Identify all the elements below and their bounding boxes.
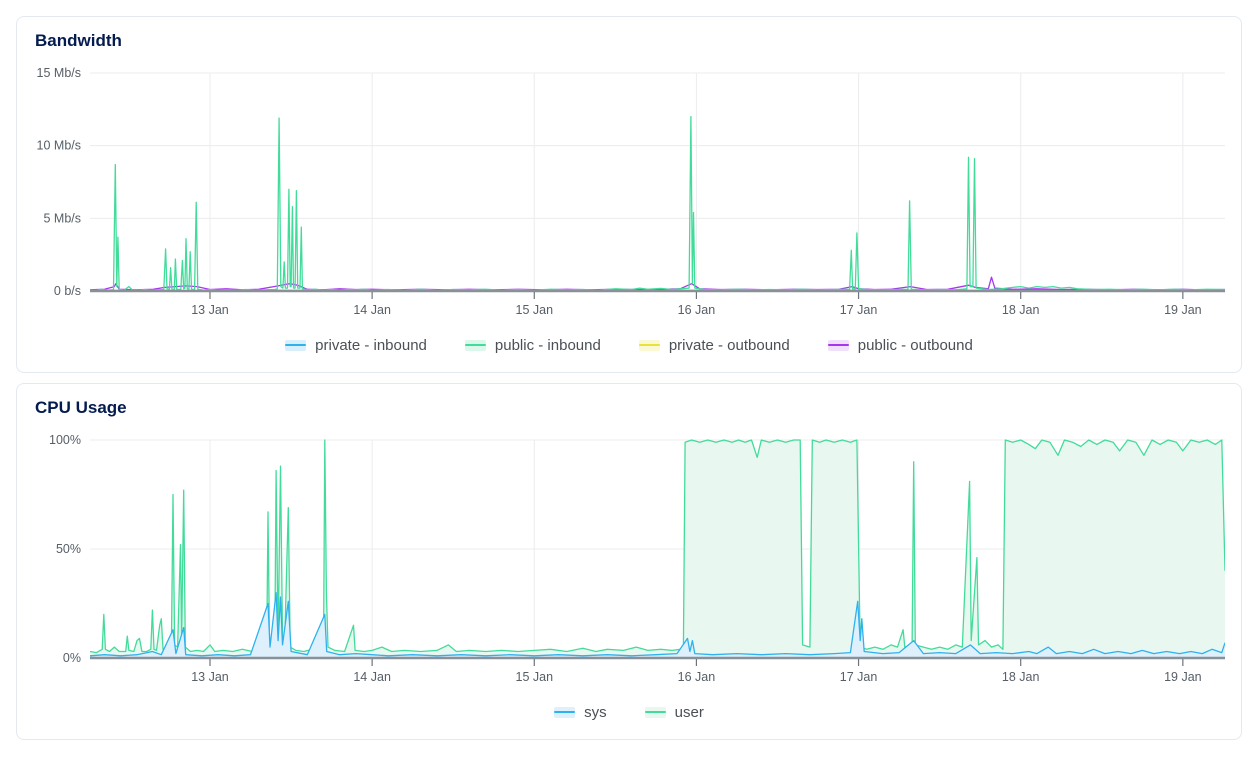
legend-label: sys (584, 704, 607, 721)
gridlines (90, 72, 1225, 291)
cpu-usage-title: CPU Usage (35, 398, 127, 417)
y-tick-labels: 100% 50% 0% (49, 433, 81, 665)
x-tick-labels: 13 Jan 14 Jan 15 Jan 16 Jan 17 Jan 18 Jan 19 J… (191, 670, 1201, 684)
legend-label: public - outbound (857, 337, 973, 354)
bandwidth-plot[interactable]: 13 Jan 14 Jan 15 Jan 16 Jan 17 Jan 18 Jan 19 J… (33, 63, 1225, 321)
svg-text:18 Jan: 18 Jan (1002, 303, 1040, 317)
bandwidth-title: Bandwidth (35, 31, 122, 50)
bandwidth-panel: Bandwidth 13 Jan 14 Jan 15 Jan 16 Jan 17 Jan… (16, 16, 1242, 373)
cpu-usage-chart[interactable]: 13 Jan 14 Jan 15 Jan 16 Jan 17 Jan 18 Jan 19 J… (33, 430, 1225, 688)
series-public-outbound (89, 276, 1225, 291)
svg-text:19 Jan: 19 Jan (1164, 303, 1202, 317)
svg-text:10 Mb/s: 10 Mb/s (37, 139, 81, 153)
legend-item-sys: sys (554, 704, 607, 721)
svg-text:0%: 0% (63, 651, 81, 665)
legend-swatch-user-icon (644, 707, 666, 718)
y-tick-labels: 15 Mb/s 10 Mb/s 5 Mb/s 0 b/s (37, 66, 81, 298)
svg-text:18 Jan: 18 Jan (1002, 670, 1040, 684)
bandwidth-chart[interactable]: 13 Jan 14 Jan 15 Jan 16 Jan 17 Jan 18 Jan 19 J… (33, 63, 1225, 321)
x-tick-labels: 13 Jan 14 Jan 15 Jan 16 Jan 17 Jan 18 Jan 19 J… (191, 303, 1201, 317)
legend-item-public-inbound: public - inbound (464, 337, 601, 354)
legend-item-user: user (644, 704, 704, 721)
svg-text:17 Jan: 17 Jan (840, 303, 878, 317)
legend-swatch-private-inbound-icon (285, 340, 307, 351)
svg-text:17 Jan: 17 Jan (840, 670, 878, 684)
legend-item-public-outbound: public - outbound (827, 337, 973, 354)
legend-swatch-private-outbound-icon (638, 340, 660, 351)
legend-item-private-outbound: private - outbound (638, 337, 790, 354)
legend-item-private-inbound: private - inbound (285, 337, 427, 354)
svg-text:16 Jan: 16 Jan (678, 303, 716, 317)
series-public-inbound (89, 115, 1225, 291)
svg-text:5 Mb/s: 5 Mb/s (43, 211, 81, 225)
svg-text:15 Jan: 15 Jan (516, 670, 554, 684)
legend-label: public - inbound (494, 337, 601, 354)
series-group (89, 439, 1225, 658)
svg-text:13 Jan: 13 Jan (191, 670, 229, 684)
cpu-usage-plot[interactable]: 13 Jan 14 Jan 15 Jan 16 Jan 17 Jan 18 Jan 19 J… (33, 430, 1225, 688)
legend-swatch-public-outbound-icon (827, 340, 849, 351)
svg-text:19 Jan: 19 Jan (1164, 670, 1202, 684)
svg-text:16 Jan: 16 Jan (678, 670, 716, 684)
legend-label: private - outbound (668, 337, 790, 354)
x-axis (90, 656, 1225, 666)
svg-text:14 Jan: 14 Jan (353, 670, 391, 684)
cpu-usage-panel: CPU Usage 13 Jan 14 Jan 15 Jan 16 Jan 17 Jan… (16, 383, 1242, 740)
svg-text:50%: 50% (56, 542, 81, 556)
legend-swatch-sys-icon (554, 707, 576, 718)
svg-text:0 b/s: 0 b/s (54, 284, 81, 298)
series-sys (89, 591, 1225, 658)
legend-label: user (674, 704, 704, 721)
legend-label: private - inbound (315, 337, 427, 354)
series-group (89, 115, 1225, 292)
svg-text:13 Jan: 13 Jan (191, 303, 229, 317)
svg-text:14 Jan: 14 Jan (353, 303, 391, 317)
x-axis (90, 289, 1225, 299)
svg-text:100%: 100% (49, 433, 81, 447)
bandwidth-legend: private - inbound public - inbound private… (33, 337, 1225, 354)
legend-swatch-public-inbound-icon (464, 340, 486, 351)
cpu-usage-legend: sys user (33, 704, 1225, 721)
series-user (89, 439, 1225, 658)
svg-text:15 Jan: 15 Jan (516, 303, 554, 317)
svg-text:15 Mb/s: 15 Mb/s (37, 66, 81, 80)
